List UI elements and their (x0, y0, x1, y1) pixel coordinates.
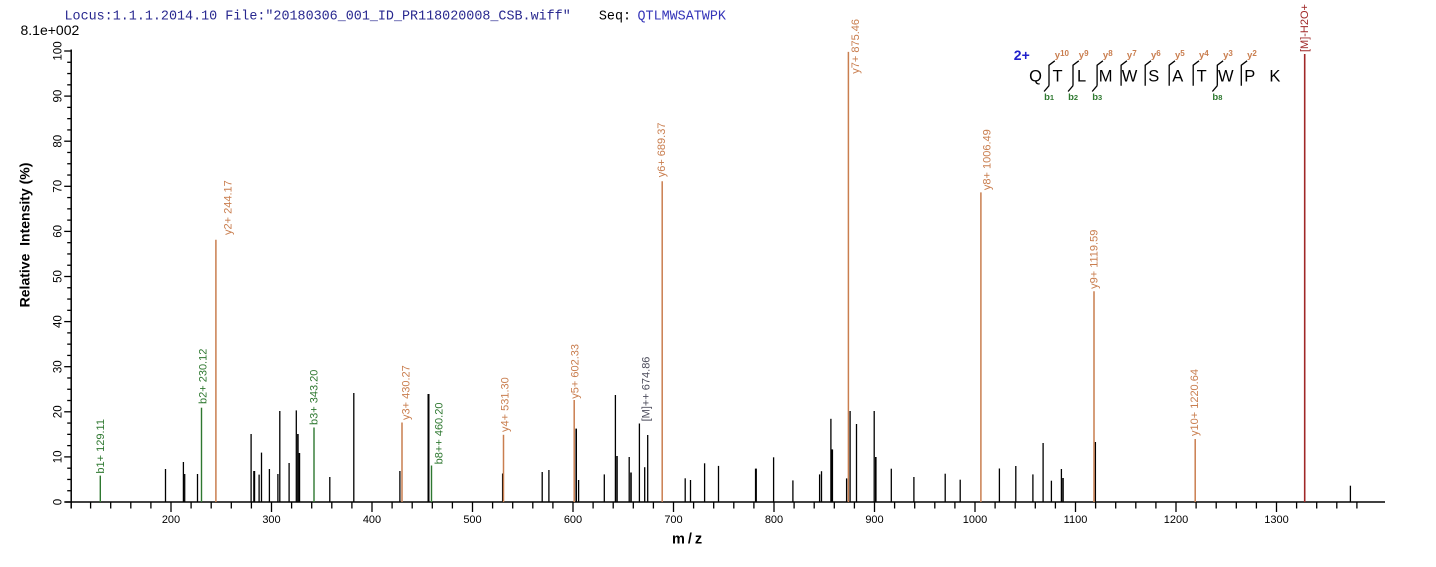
svg-text:m/z: m/z (672, 532, 705, 548)
svg-text:60: 60 (53, 225, 65, 238)
svg-text:8.1e+002: 8.1e+002 (21, 22, 80, 38)
svg-text:y10: y10 (1055, 49, 1070, 61)
svg-text:400: 400 (363, 514, 381, 526)
svg-text:b1+ 129.11: b1+ 129.11 (95, 419, 107, 474)
svg-text:800: 800 (765, 514, 783, 526)
svg-text:90: 90 (53, 90, 65, 103)
svg-text:W: W (1122, 67, 1138, 85)
svg-text:y4: y4 (1199, 49, 1209, 61)
svg-text:y6+ 689.37: y6+ 689.37 (656, 123, 668, 178)
svg-text:b3: b3 (1092, 92, 1102, 103)
svg-text:y6: y6 (1151, 49, 1161, 61)
svg-text:1200: 1200 (1164, 514, 1188, 526)
svg-text:y8+ 1006.49: y8+ 1006.49 (982, 129, 994, 190)
svg-text:[M]++ 674.86: [M]++ 674.86 (641, 357, 653, 422)
svg-text:30: 30 (53, 360, 65, 373)
svg-text:y5+ 602.33: y5+ 602.33 (570, 344, 582, 399)
svg-text:300: 300 (262, 514, 280, 526)
svg-text:b8: b8 (1212, 92, 1222, 103)
svg-text:QTLMWSATWPK: QTLMWSATWPK (638, 10, 727, 25)
svg-text:[M]-H2O+: [M]-H2O+ (1299, 4, 1311, 52)
svg-text:1000: 1000 (963, 514, 987, 526)
svg-text:500: 500 (463, 514, 481, 526)
svg-text:y4+ 531.30: y4+ 531.30 (500, 377, 512, 432)
svg-text:b2+ 230.12: b2+ 230.12 (198, 349, 210, 404)
svg-text:W: W (1218, 67, 1234, 85)
svg-text:80: 80 (53, 135, 65, 148)
svg-text:y3+ 430.27: y3+ 430.27 (401, 365, 413, 420)
svg-text:b2: b2 (1068, 92, 1078, 103)
svg-text:40: 40 (53, 315, 65, 328)
svg-text:Relative Intensity (%): Relative Intensity (%) (17, 163, 33, 308)
svg-text:P: P (1244, 67, 1255, 85)
svg-text:L: L (1077, 67, 1086, 85)
svg-text:10: 10 (53, 451, 65, 464)
svg-text:100: 100 (53, 41, 65, 60)
svg-text:y7: y7 (1127, 49, 1137, 61)
svg-text:A: A (1172, 67, 1183, 85)
svg-text:S: S (1148, 67, 1159, 85)
svg-text:b1: b1 (1044, 92, 1054, 103)
svg-text:y7+ 875.46: y7+ 875.46 (850, 19, 862, 74)
svg-text:200: 200 (162, 514, 180, 526)
svg-text:y8: y8 (1103, 49, 1113, 61)
svg-text:Locus:1.1.1.2014.10 File:"2018: Locus:1.1.1.2014.10 File:"20180306_001_I… (65, 10, 571, 25)
svg-text:y5: y5 (1175, 49, 1185, 61)
svg-text:y10+ 1220.64: y10+ 1220.64 (1189, 369, 1201, 436)
svg-text:1100: 1100 (1064, 514, 1088, 526)
svg-text:y9: y9 (1079, 49, 1089, 61)
svg-text:600: 600 (564, 514, 582, 526)
svg-text:Seq:: Seq: (599, 10, 631, 25)
svg-text:b8++ 460.20: b8++ 460.20 (434, 403, 446, 465)
svg-text:y9+ 1119.59: y9+ 1119.59 (1089, 230, 1101, 289)
svg-text:M: M (1099, 67, 1113, 85)
svg-text:900: 900 (865, 514, 883, 526)
svg-text:2+: 2+ (1014, 47, 1030, 63)
svg-text:1300: 1300 (1264, 514, 1288, 526)
svg-text:y3: y3 (1223, 49, 1233, 61)
svg-text:70: 70 (53, 180, 65, 193)
svg-text:y2: y2 (1247, 49, 1257, 61)
svg-text:20: 20 (53, 405, 65, 418)
svg-text:T: T (1197, 67, 1207, 85)
svg-text:700: 700 (664, 514, 682, 526)
svg-text:b3+ 343.20: b3+ 343.20 (309, 370, 321, 425)
svg-text:K: K (1269, 67, 1280, 85)
svg-text:Q: Q (1029, 67, 1042, 85)
svg-text:y2+ 244.17: y2+ 244.17 (222, 180, 234, 235)
svg-text:0: 0 (53, 499, 65, 505)
svg-text:T: T (1052, 67, 1062, 85)
svg-text:50: 50 (53, 270, 65, 283)
